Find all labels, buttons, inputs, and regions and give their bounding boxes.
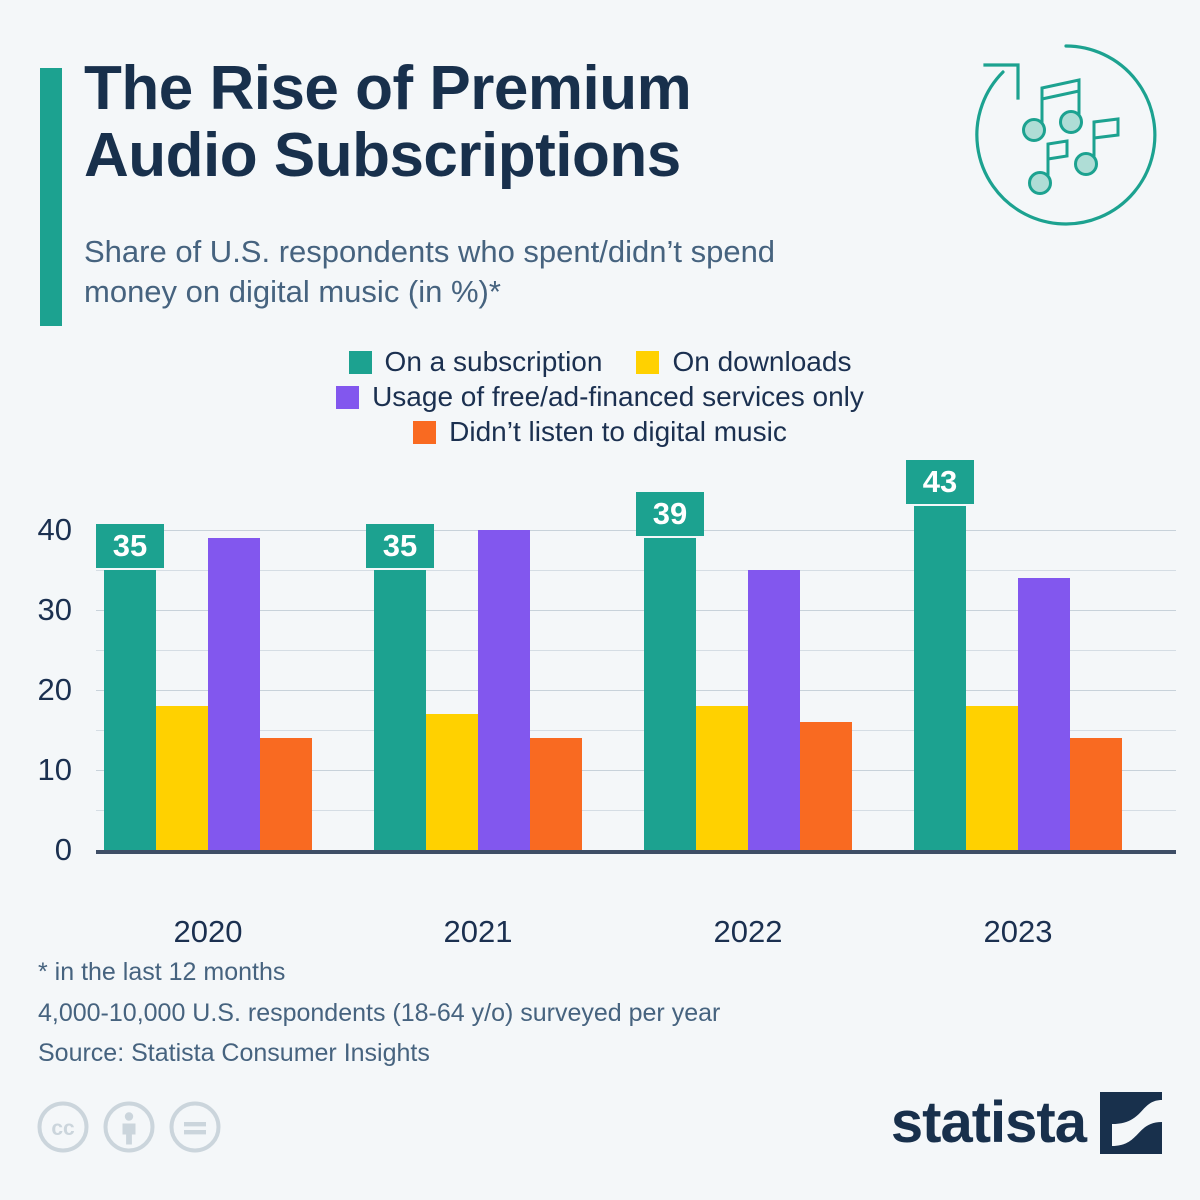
bar[interactable]	[374, 570, 426, 850]
statista-logo-mark	[1100, 1092, 1162, 1154]
footnote-line: * in the last 12 months	[38, 958, 286, 986]
cc-icon: cc	[36, 1100, 90, 1154]
y-axis-tick-label: 20	[37, 672, 72, 707]
bar[interactable]	[696, 706, 748, 850]
cc-no-derivatives-icon	[168, 1100, 222, 1154]
bar[interactable]	[478, 530, 530, 850]
legend-row: On a subscription On downloads	[0, 348, 1200, 376]
bar[interactable]	[104, 570, 156, 850]
bar[interactable]	[260, 738, 312, 850]
footnotes: * in the last 12 months 4,000-10,000 U.S.…	[38, 952, 1038, 1074]
gridline-minor	[96, 810, 1176, 811]
y-axis-tick-label: 10	[37, 752, 72, 787]
bar[interactable]	[1018, 578, 1070, 850]
gridline-minor	[96, 650, 1176, 651]
legend-label: Usage of free/ad-financed services only	[372, 381, 864, 412]
x-axis-baseline	[96, 850, 1176, 854]
legend-swatch-downloads	[636, 350, 660, 374]
legend-row: Didn’t listen to digital music	[0, 418, 1200, 446]
statista-brand: statista	[891, 1092, 1162, 1154]
bar[interactable]	[208, 538, 260, 850]
bar-value-label: 35	[366, 524, 434, 568]
bar[interactable]	[914, 506, 966, 850]
bar[interactable]	[1070, 738, 1122, 850]
gridline-minor	[96, 730, 1176, 731]
legend-item-free_ad[interactable]: Usage of free/ad-financed services only	[336, 383, 864, 411]
footnote-line: 4,000-10,000 U.S. respondents (18-64 y/o…	[38, 998, 721, 1027]
plot-area: 0 10 20 30 40 35 2020 35 2021 39 2022 43 2023	[38, 460, 1176, 949]
x-axis-category-label: 2023	[983, 914, 1053, 949]
page-subtitle: Share of U.S. respondents who spent/didn…	[84, 234, 776, 309]
legend-row: Usage of free/ad-financed services only	[0, 383, 1200, 411]
infographic-header: The Rise of Premium Audio Subscriptions …	[0, 0, 1200, 340]
legend-label: Didn’t listen to digital music	[449, 416, 787, 447]
music-notes-rising-circle-icon	[966, 34, 1168, 236]
y-axis-tick-label: 0	[54, 832, 72, 867]
legend-swatch-free_ad	[336, 385, 360, 409]
y-axis-tick-label: 40	[37, 512, 72, 547]
cc-attribution-icon	[102, 1100, 156, 1154]
legend-label: On downloads	[672, 346, 852, 377]
y-axis-tick-label: 30	[37, 592, 72, 627]
svg-text:cc: cc	[51, 1117, 75, 1140]
gridline-major	[96, 690, 1176, 691]
legend-swatch-subscription	[348, 350, 372, 374]
creative-commons-icons: cc	[36, 1100, 222, 1154]
bar[interactable]	[426, 714, 478, 850]
title-accent-bar	[40, 68, 62, 326]
bar-value-label: 43	[906, 460, 974, 504]
legend-item-downloads[interactable]: On downloads	[636, 348, 851, 376]
bar-value-label: 35	[96, 524, 164, 568]
bar-value-label: 39	[636, 492, 704, 536]
bar[interactable]	[156, 706, 208, 850]
x-axis-category-label: 2022	[713, 914, 783, 949]
legend-item-no_listen[interactable]: Didn’t listen to digital music	[413, 418, 787, 446]
bar[interactable]	[748, 570, 800, 850]
x-axis-category-label: 2021	[443, 914, 513, 949]
legend-label: On a subscription	[384, 346, 603, 377]
brand-wordmark: statista	[890, 1090, 1087, 1155]
footnote-line: Source: Statista Consumer Insights	[38, 1039, 430, 1067]
legend-swatch-no_listen	[413, 420, 437, 444]
bar[interactable]	[966, 706, 1018, 850]
page-title: The Rise of Premium Audio Subscriptions	[84, 54, 692, 190]
gridline-major	[96, 610, 1176, 611]
legend-item-subscription[interactable]: On a subscription	[348, 346, 603, 377]
x-axis-category-label: 2020	[173, 914, 243, 949]
bar[interactable]	[530, 738, 582, 850]
bar[interactable]	[800, 722, 852, 850]
chart-legend: On a subscription On downloads Usage of fr…	[0, 348, 1200, 453]
bar[interactable]	[644, 538, 696, 850]
bar-chart: 0 10 20 30 40 35 2020 35 2021 39 2022 43 2023	[0, 460, 1200, 949]
gridline-minor	[96, 570, 1176, 571]
gridline-major	[96, 770, 1176, 771]
